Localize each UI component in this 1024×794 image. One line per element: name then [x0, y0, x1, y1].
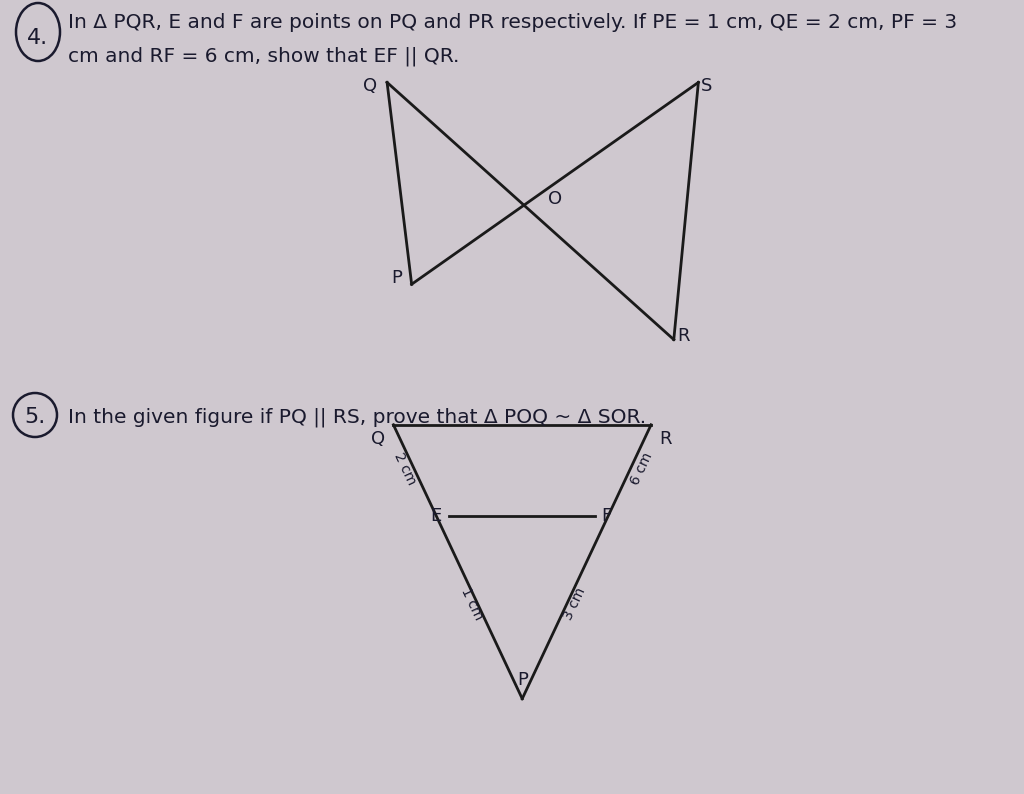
Text: 6 cm: 6 cm [628, 450, 655, 487]
Text: In the given figure if PQ || RS, prove that Δ POQ ~ Δ SOR.: In the given figure if PQ || RS, prove t… [68, 407, 646, 426]
Text: S: S [701, 78, 713, 95]
Text: E: E [430, 507, 441, 525]
Text: 4.: 4. [28, 28, 48, 48]
Text: P: P [391, 269, 401, 287]
Text: 2 cm: 2 cm [391, 450, 419, 487]
Text: 1 cm: 1 cm [458, 585, 485, 622]
Text: R: R [659, 430, 672, 448]
Text: 3 cm: 3 cm [561, 585, 589, 622]
Text: In Δ PQR, E and F are points on PQ and PR respectively. If PE = 1 cm, QE = 2 cm,: In Δ PQR, E and F are points on PQ and P… [68, 13, 957, 32]
Text: P: P [517, 671, 527, 688]
Text: 5.: 5. [25, 407, 46, 427]
Text: Q: Q [362, 78, 377, 95]
Text: cm and RF = 6 cm, show that EF || QR.: cm and RF = 6 cm, show that EF || QR. [68, 46, 460, 66]
Text: R: R [677, 326, 689, 345]
Text: Q: Q [372, 430, 385, 448]
Text: F: F [601, 507, 611, 525]
Text: O: O [548, 190, 562, 208]
